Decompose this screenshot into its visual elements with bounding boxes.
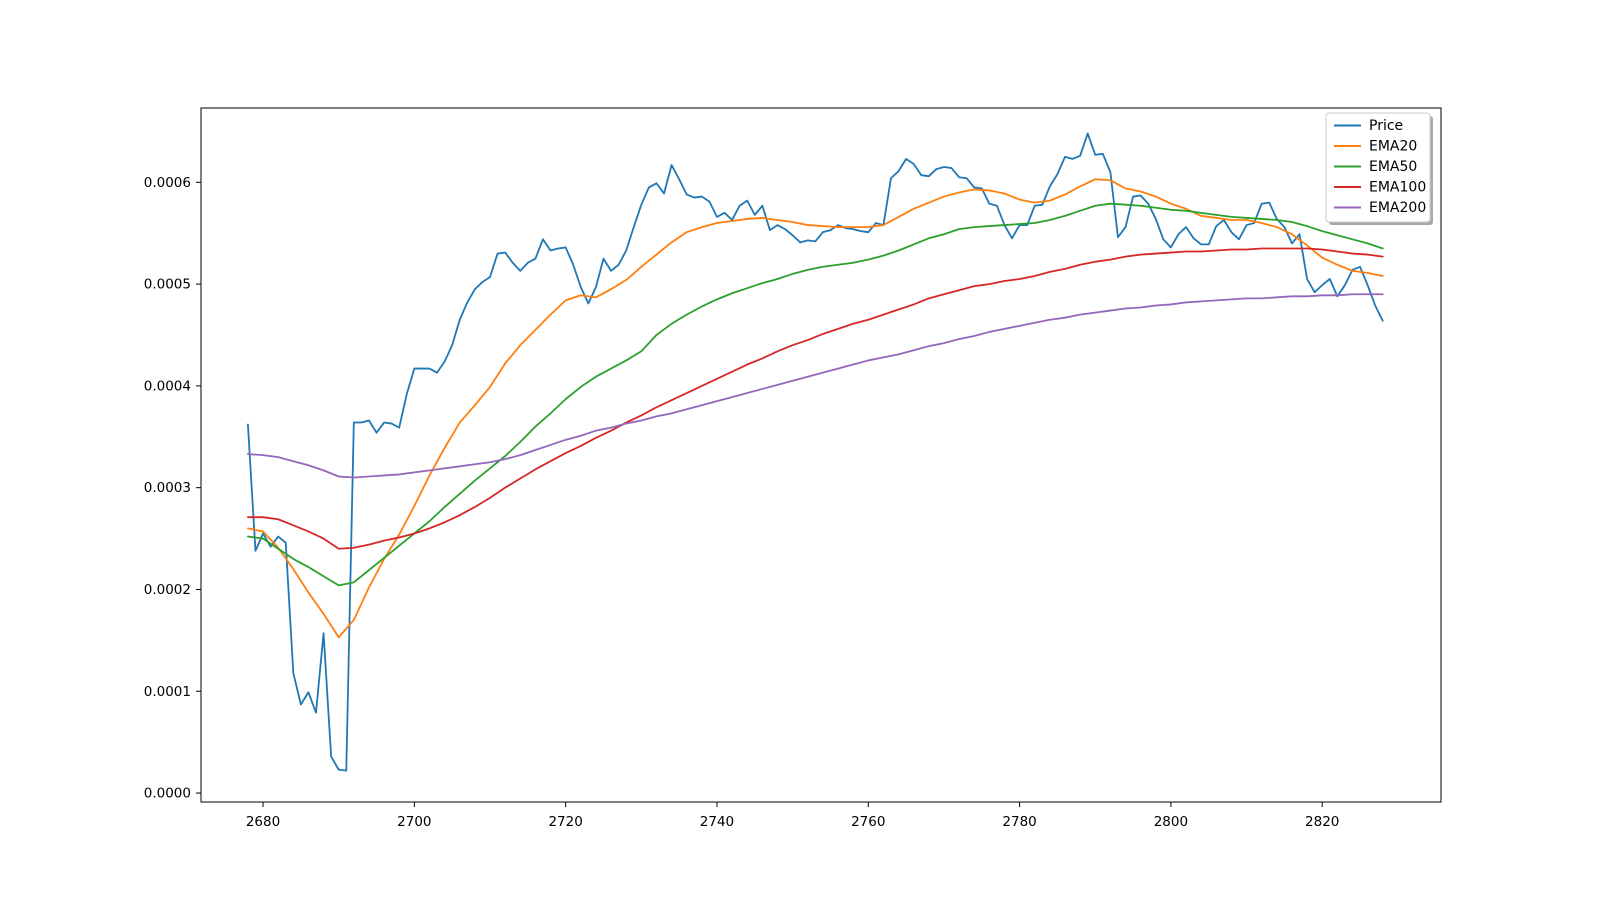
x-tick-label: 2740 [700, 814, 734, 830]
ema100-line [247, 247, 1384, 550]
plot-border [200, 107, 1442, 803]
legend-label: EMA100 [1369, 180, 1426, 196]
legend-label: EMA50 [1369, 159, 1417, 175]
x-tick-label: 2760 [851, 814, 885, 830]
legend-label: EMA20 [1369, 139, 1417, 155]
y-tick-label: 0.0006 [144, 175, 191, 191]
x-tick-label: 2720 [548, 814, 582, 830]
legend-box [1325, 112, 1431, 223]
x-tick-label: 2780 [1002, 814, 1036, 830]
x-axis-ticks: 2680 2700 2720 2740 2760 2780 2800 2820 [246, 802, 1339, 830]
y-tick-label: 0.0001 [144, 684, 191, 700]
legend-item: EMA20 [1334, 139, 1417, 155]
series-lines [247, 132, 1384, 772]
axes: 2680 2700 2720 2740 2760 2780 2800 28200.00000.… [144, 107, 1442, 830]
ema50-line [247, 202, 1384, 587]
legend-label: Price [1369, 118, 1403, 134]
y-tick-label: 0.0000 [144, 786, 191, 802]
y-axis-ticks: 0.0000 0.0001 0.0002 0.0003 0.0004 0.0005 0.00… [144, 175, 201, 802]
y-tick-label: 0.0004 [144, 378, 191, 394]
legend-item: EMA50 [1334, 159, 1417, 175]
ema20-line [247, 178, 1384, 639]
legend-item: Price [1334, 118, 1403, 134]
x-tick-label: 2680 [246, 814, 280, 830]
legend: Price EMA20 EMA50 EMA100 EMA200 [1325, 112, 1433, 225]
legend-label: EMA200 [1369, 200, 1426, 216]
ema200-line [247, 293, 1384, 479]
y-tick-label: 0.0003 [144, 480, 191, 496]
y-tick-label: 0.0005 [144, 277, 191, 293]
y-tick-label: 0.0002 [144, 582, 191, 598]
legend-item: EMA100 [1334, 180, 1426, 196]
legend-item: EMA200 [1334, 200, 1426, 216]
price-line [247, 132, 1384, 772]
x-tick-label: 2820 [1305, 814, 1339, 830]
x-tick-label: 2800 [1154, 814, 1188, 830]
x-tick-label: 2700 [397, 814, 431, 830]
